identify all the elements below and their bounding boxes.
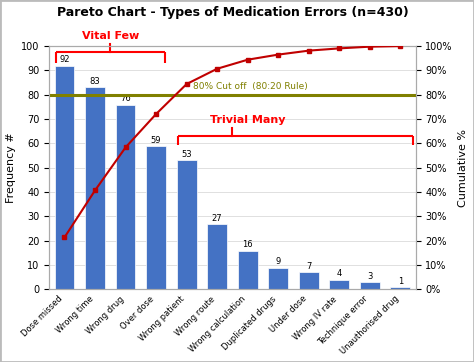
Bar xyxy=(238,251,258,290)
Text: 3: 3 xyxy=(367,272,373,281)
Title: Pareto Chart - Types of Medication Errors (n=430): Pareto Chart - Types of Medication Error… xyxy=(56,5,408,18)
Text: 80% Cut off  (80:20 Rule): 80% Cut off (80:20 Rule) xyxy=(193,82,308,91)
Text: 53: 53 xyxy=(182,150,192,159)
Y-axis label: Frequency #: Frequency # xyxy=(6,132,16,203)
Bar xyxy=(391,287,410,290)
Text: 83: 83 xyxy=(90,77,100,86)
Bar xyxy=(146,146,166,290)
Text: 4: 4 xyxy=(337,269,342,278)
Bar xyxy=(268,268,288,290)
Bar xyxy=(177,160,197,290)
Text: Trivial Many: Trivial Many xyxy=(210,115,285,125)
Text: 1: 1 xyxy=(398,277,403,286)
Bar xyxy=(85,88,105,290)
Text: 27: 27 xyxy=(212,214,222,223)
Text: 16: 16 xyxy=(242,240,253,249)
Y-axis label: Cumulative %: Cumulative % xyxy=(458,129,468,207)
Text: 7: 7 xyxy=(306,262,311,271)
Bar xyxy=(329,280,349,290)
Text: Vital Few: Vital Few xyxy=(82,31,139,41)
Bar xyxy=(207,224,227,290)
Bar xyxy=(360,282,380,290)
Text: 92: 92 xyxy=(59,55,70,64)
Text: 76: 76 xyxy=(120,94,131,103)
Bar xyxy=(55,66,74,290)
Text: 9: 9 xyxy=(275,257,281,266)
Text: 59: 59 xyxy=(151,136,161,145)
Bar xyxy=(116,105,136,290)
Bar xyxy=(299,273,319,290)
